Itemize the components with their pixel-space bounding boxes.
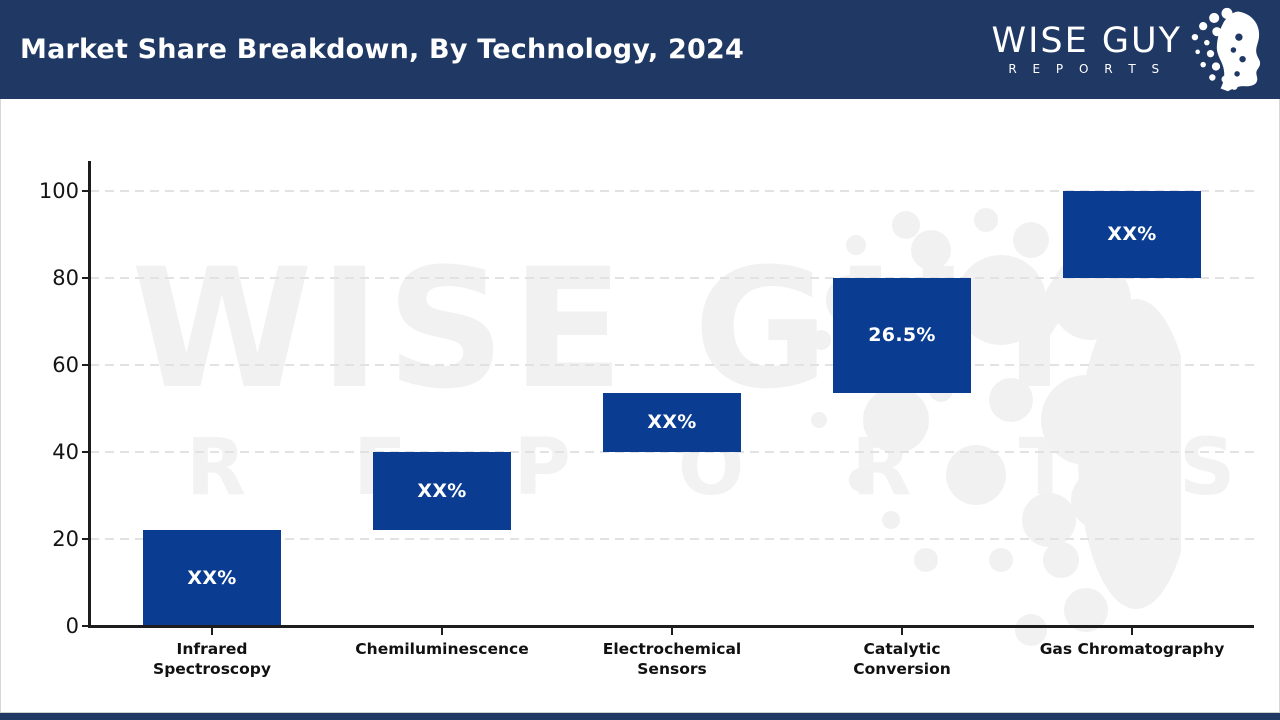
waterfall-bar-4: 26.5%	[833, 277, 971, 393]
waterfall-bar-1: XX%	[143, 530, 281, 626]
ytick-label-20: 20	[52, 526, 79, 551]
ytick-label-100: 100	[38, 178, 79, 203]
ytick-label-40: 40	[52, 439, 79, 464]
ytick-mark-60	[82, 363, 89, 366]
ytick-mark-0	[82, 625, 89, 627]
waterfall-bar-5: XX%	[1063, 190, 1201, 278]
xtick-mark-1	[211, 628, 213, 635]
xaxis-label-line: Spectroscopy	[153, 660, 271, 679]
xaxis-label-line: Infrared	[176, 640, 248, 658]
gridline-80	[90, 276, 1254, 279]
xaxis-label-1: Infrared Spectroscopy	[97, 639, 327, 680]
xaxis-label-line: Conversion	[853, 660, 951, 679]
ytick-mark-20	[82, 537, 89, 540]
ytick-mark-100	[82, 189, 89, 192]
waterfall-bar-3: XX%	[603, 393, 741, 452]
waterfall-bar-2: XX%	[373, 451, 511, 531]
bar-value-label-1: XX%	[187, 567, 237, 590]
y-axis-line	[88, 161, 91, 628]
bar-value-label-2: XX%	[417, 479, 467, 502]
xtick-mark-5	[1131, 628, 1133, 635]
bar-value-label-5: XX%	[1107, 223, 1157, 246]
logo-head-icon	[1191, 7, 1261, 91]
logo-wordmark: WISE GUY R E P O R T S	[991, 23, 1182, 76]
ytick-label-0: 0	[65, 614, 79, 638]
logo-wordmark-line1: WISE GUY	[991, 21, 1182, 62]
bar-value-label-4: 26.5%	[868, 324, 936, 347]
ytick-label-60: 60	[52, 352, 79, 377]
xtick-mark-4	[901, 628, 903, 635]
logo-wordmark-line2: R E P O R T S	[1008, 61, 1166, 76]
gridline-20	[90, 537, 1254, 540]
xaxis-label-line: Electrochemical	[602, 640, 742, 658]
xaxis-label-line: Catalytic	[863, 640, 941, 658]
xaxis-label-line: Sensors	[637, 660, 707, 679]
xtick-mark-2	[441, 628, 443, 635]
footer-bar	[0, 713, 1280, 720]
xtick-mark-3	[671, 628, 673, 635]
xaxis-label-2: Chemiluminescence	[327, 639, 557, 659]
gridline-60	[90, 363, 1254, 366]
bar-value-label-3: XX%	[647, 411, 697, 434]
watermark-head-dots-icon	[811, 208, 1181, 646]
x-axis-line	[88, 625, 1254, 628]
ytick-mark-40	[82, 450, 89, 453]
header-bar: Market Share Breakdown, By Technology, 2…	[0, 0, 1280, 99]
ytick-label-80: 80	[52, 265, 79, 290]
ytick-mark-80	[82, 276, 89, 279]
xaxis-label-3: Electrochemical Sensors	[557, 639, 787, 680]
chart-panel: WISE GUY R E P O R T S 0 20 40 60 80 100 XX% In…	[0, 99, 1280, 713]
gridline-100	[90, 189, 1254, 192]
xaxis-label-5: Gas Chromatography	[1017, 639, 1247, 659]
xaxis-label-4: Catalytic Conversion	[787, 639, 1017, 680]
wise-guy-logo: WISE GUY R E P O R T S	[991, 6, 1270, 94]
xaxis-label-line: Chemiluminescence	[355, 640, 529, 658]
xaxis-label-line: Gas Chromatography	[1039, 640, 1225, 658]
gridline-40	[90, 450, 1254, 453]
page-title: Market Share Breakdown, By Technology, 2…	[20, 34, 745, 65]
